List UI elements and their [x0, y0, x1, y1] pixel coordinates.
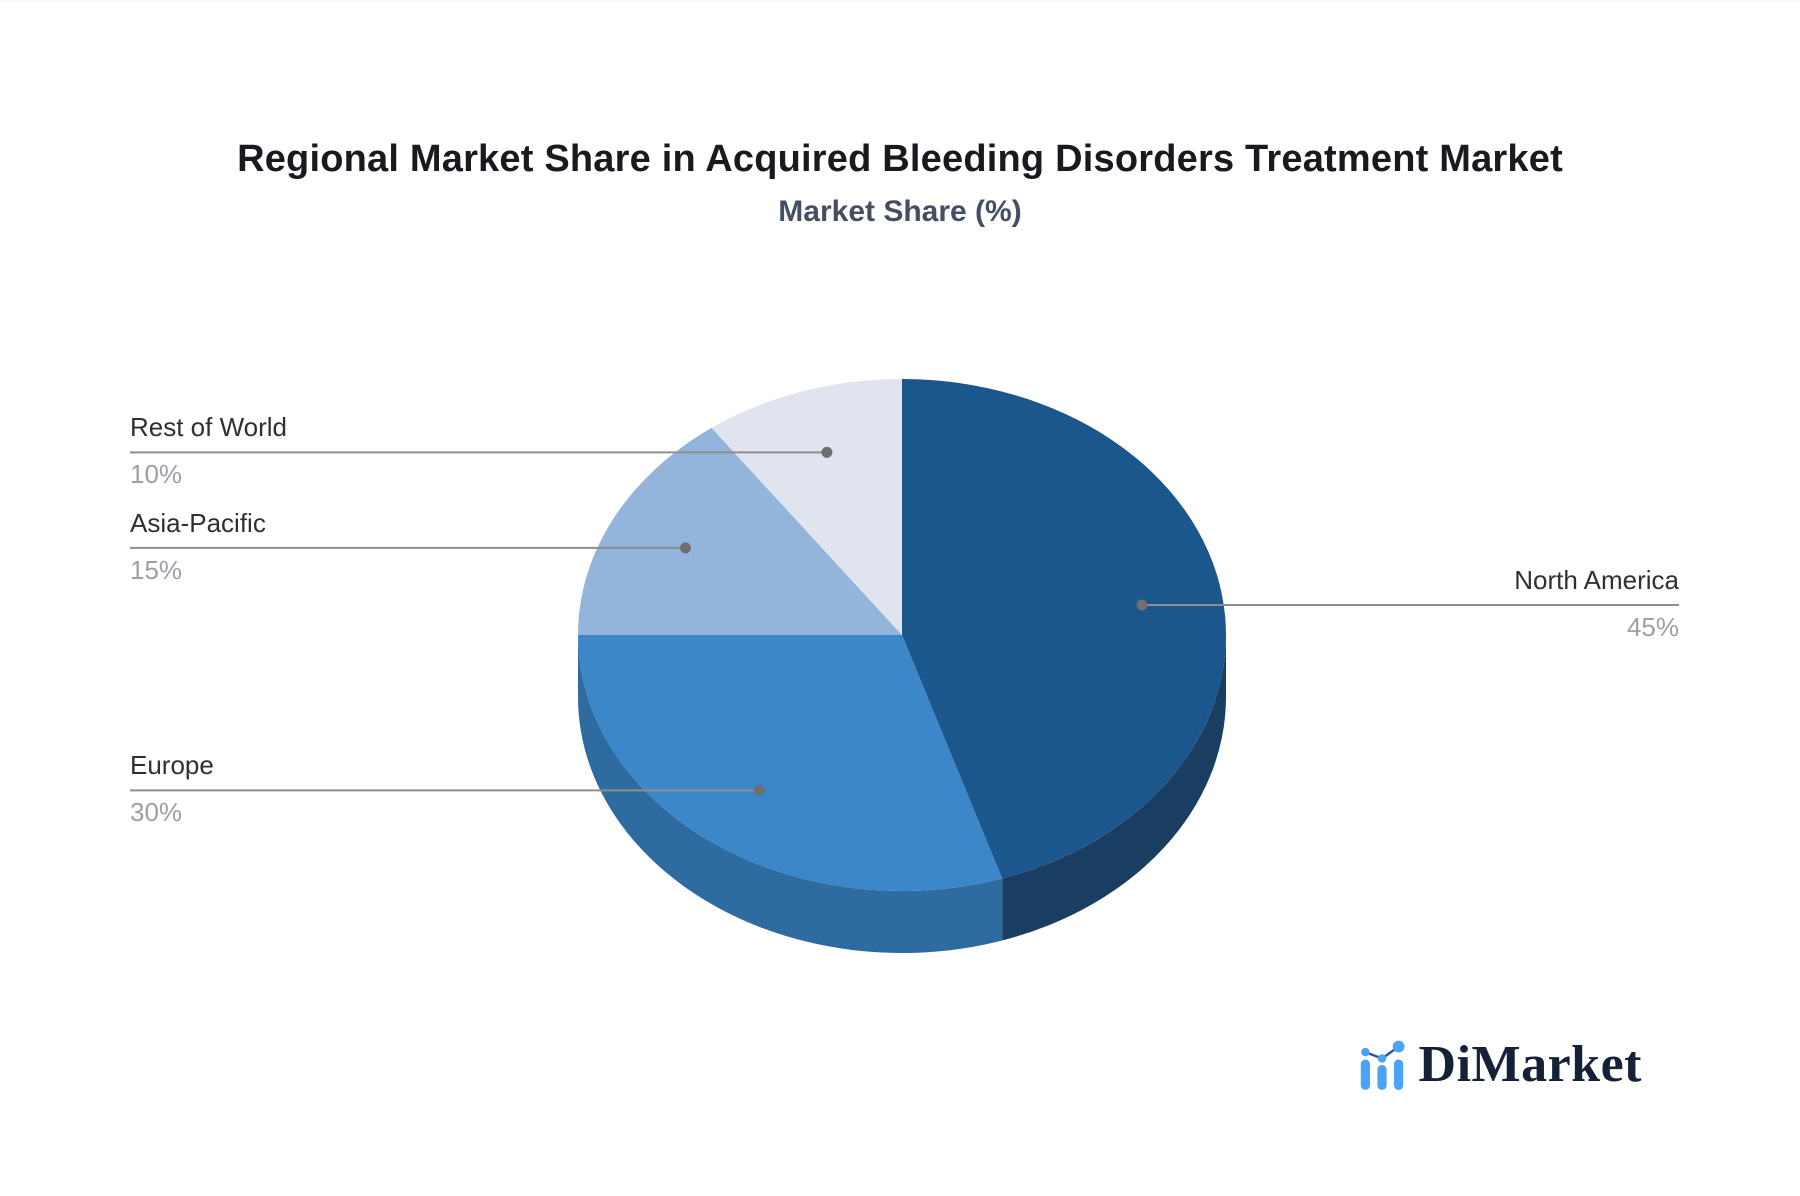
chart-title: Regional Market Share in Acquired Bleedi… [237, 138, 1563, 180]
slice-value: 15% [130, 554, 183, 585]
brand-logo: DiMarket [1358, 1038, 1642, 1092]
slice-name: Asia-Pacific [130, 507, 266, 538]
slice-label-rest-of-world: Rest of World 10% [130, 410, 287, 491]
slice-label-europe: Europe 30% [130, 748, 214, 829]
pie-slice-side-europe[interactable] [578, 635, 1003, 954]
brand-name: DiMarket [1418, 1036, 1642, 1093]
leader-dot-north-america [1136, 599, 1148, 611]
leader-dot-asia-pacific [679, 542, 691, 554]
pie-slice-north-america[interactable] [902, 379, 1226, 879]
chart-subtitle: Market Share (%) [778, 195, 1022, 228]
slice-name: North America [1514, 564, 1679, 595]
leader-dot-rest-of-world [821, 446, 833, 458]
slice-label-north-america: North America 45% [1514, 563, 1679, 644]
pie-slice-asia-pacific[interactable] [578, 427, 902, 635]
pie-slice-rest-of-world[interactable] [711, 379, 902, 635]
slice-value: 45% [1626, 611, 1679, 642]
slice-value: 10% [130, 459, 183, 490]
pie-slice-side-north-america[interactable] [1002, 635, 1226, 941]
slice-name: Rest of World [130, 412, 288, 443]
bar-chart-icon [1360, 1040, 1405, 1090]
leader-dot-europe [753, 784, 765, 796]
slice-label-asia-pacific: Asia-Pacific 15% [130, 506, 266, 587]
slice-value: 30% [130, 797, 183, 828]
slice-name: Europe [130, 750, 214, 781]
pie-slice-europe[interactable] [578, 635, 1003, 891]
